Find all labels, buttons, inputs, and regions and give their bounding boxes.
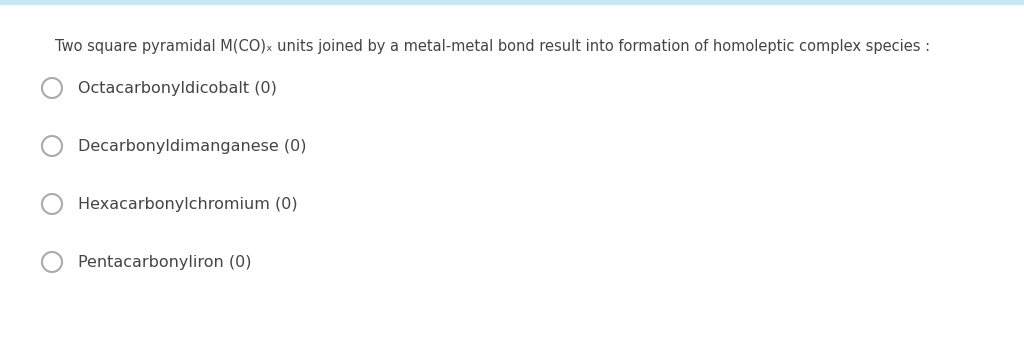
- Text: Hexacarbonylchromium (0): Hexacarbonylchromium (0): [78, 197, 298, 211]
- Text: Two square pyramidal M(CO)ₓ units joined by a metal-metal bond result into forma: Two square pyramidal M(CO)ₓ units joined…: [55, 38, 930, 54]
- Bar: [0, 0, 1024, 5]
- Circle shape: [42, 78, 62, 98]
- Text: Octacarbonyldicobalt (0): Octacarbonyldicobalt (0): [78, 80, 276, 96]
- Text: Pentacarbonyliron (0): Pentacarbonyliron (0): [78, 254, 252, 269]
- Text: Decarbonyldimanganese (0): Decarbonyldimanganese (0): [78, 139, 306, 153]
- Circle shape: [42, 136, 62, 156]
- Circle shape: [42, 252, 62, 272]
- Circle shape: [42, 194, 62, 214]
